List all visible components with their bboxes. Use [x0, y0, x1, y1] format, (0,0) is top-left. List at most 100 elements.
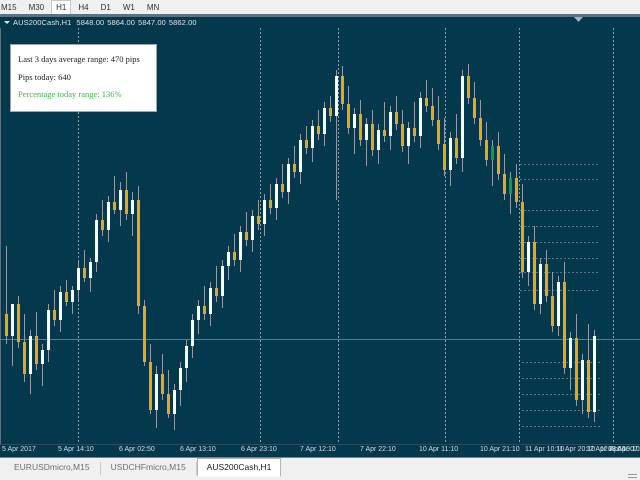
- time-axis-label: 11 Apr 10:10: [525, 446, 565, 453]
- candle-body: [143, 306, 146, 362]
- resize-grip-icon[interactable]: [628, 474, 638, 479]
- ohlc-high: 5864.00: [107, 18, 136, 27]
- candle-body: [287, 164, 290, 192]
- chart-tab-bar: EURUSDmicro,M15 USDCHFmicro,M15 AUS200Cash…: [0, 458, 640, 480]
- timeframe-button-w1[interactable]: W1: [122, 2, 135, 12]
- candle-body: [353, 114, 356, 128]
- chart-shift-marker[interactable]: [574, 17, 583, 22]
- candle-body: [161, 374, 164, 394]
- timeframe-button-d1[interactable]: D1: [100, 2, 111, 12]
- candle-body: [101, 220, 104, 230]
- vertical-gridline: [519, 28, 520, 444]
- candle-wick: [294, 146, 295, 178]
- candle-wick: [114, 176, 115, 214]
- candle-body: [497, 146, 500, 174]
- horizontal-gridline: [520, 210, 600, 211]
- time-axis-label: 5 Apr 14:10: [58, 446, 94, 453]
- candle-body: [233, 252, 236, 260]
- candle-body: [437, 120, 440, 144]
- chart-tab-usdchfmicro[interactable]: USDCHFmicro,M15: [110, 462, 186, 472]
- plot-left-border: [0, 28, 1, 444]
- candle-body: [113, 202, 116, 210]
- candle-body: [257, 216, 260, 224]
- candle-body: [527, 242, 530, 272]
- time-axis-label: 12 Apr 19:10: [600, 446, 640, 453]
- candle-body: [449, 138, 452, 170]
- candle-body: [167, 394, 170, 414]
- candle-body: [203, 306, 206, 314]
- candle-wick: [354, 108, 355, 154]
- candle-body: [23, 342, 26, 374]
- candle-wick: [282, 164, 283, 198]
- candle-body: [311, 126, 314, 148]
- candle-body: [41, 350, 44, 364]
- candle-body: [191, 320, 194, 346]
- candle-body: [83, 268, 86, 278]
- horizontal-gridline: [522, 426, 600, 427]
- horizontal-gridline: [520, 242, 600, 243]
- candle-body: [575, 338, 578, 400]
- candle-body: [95, 220, 98, 262]
- candle-body: [221, 266, 224, 296]
- candle-body: [563, 282, 566, 368]
- candle-wick: [204, 286, 205, 320]
- candle-body: [515, 178, 518, 202]
- candle-body: [539, 264, 542, 304]
- chart-area[interactable]: AUS200Cash,H1 5848.00 5864.00 5847.00 5862.0…: [0, 14, 640, 458]
- candle-body: [245, 232, 248, 240]
- chevron-down-icon[interactable]: [4, 21, 10, 25]
- candle-body: [461, 76, 464, 158]
- candle-body: [587, 360, 590, 412]
- vertical-gridline: [445, 28, 446, 444]
- candle-body: [377, 130, 380, 150]
- candle-wick: [258, 200, 259, 230]
- candle-body: [179, 368, 182, 390]
- candle-body: [305, 140, 308, 148]
- timeframe-button-mn[interactable]: MN: [146, 2, 160, 12]
- candle-body: [137, 200, 140, 306]
- candle-body: [551, 296, 554, 326]
- candle-wick: [384, 102, 385, 142]
- timeframe-button-h1[interactable]: H1: [51, 0, 72, 15]
- candle-body: [317, 126, 320, 134]
- timeframe-button-h4[interactable]: H4: [78, 2, 89, 12]
- candle-body: [47, 310, 50, 350]
- time-axis[interactable]: 5 Apr 2017 5 Apr 14:10 6 Apr 02:50 6 Apr 13…: [0, 444, 640, 458]
- candle-body: [503, 174, 506, 194]
- candle-wick: [6, 246, 7, 344]
- candle-body: [299, 140, 302, 172]
- timeframe-button-m30[interactable]: M30: [28, 2, 45, 12]
- time-axis-border: [0, 457, 640, 458]
- candle-body: [347, 104, 350, 128]
- candle-wick: [132, 192, 133, 236]
- candle-body: [509, 178, 512, 194]
- vertical-gridline: [78, 28, 79, 444]
- candle-body: [557, 282, 560, 326]
- candle-body: [413, 128, 416, 136]
- time-axis-label: 6 Apr 02:50: [119, 446, 155, 453]
- horizontal-gridline: [520, 272, 600, 273]
- candle-body: [11, 304, 14, 336]
- candle-wick: [216, 266, 217, 302]
- candle-wick: [336, 70, 337, 200]
- price-plot[interactable]: [0, 28, 640, 444]
- time-axis-label: 6 Apr 23:10: [241, 446, 277, 453]
- chart-tab-aus200cash[interactable]: AUS200Cash,H1: [196, 458, 282, 477]
- chart-title-bar-divider: [0, 14, 640, 17]
- candle-wick: [84, 250, 85, 282]
- vertical-gridline: [260, 28, 261, 444]
- time-axis-label: 7 Apr 12:10: [300, 446, 336, 453]
- candle-wick: [42, 344, 43, 386]
- candle-body: [275, 184, 278, 208]
- candle-wick: [318, 110, 319, 140]
- chart-tab-eurusdmicro[interactable]: EURUSDmicro,M15: [14, 462, 90, 472]
- timeframe-button-m15[interactable]: M15: [1, 2, 17, 12]
- candle-body: [545, 264, 548, 296]
- candle-body: [5, 314, 8, 336]
- avg-range-text: Last 3 days average range: 470 pips: [18, 54, 140, 64]
- candle-body: [533, 242, 536, 304]
- candle-body: [251, 216, 254, 240]
- tab-separator: [195, 462, 197, 475]
- tab-separator: [99, 462, 101, 475]
- time-axis-label: 13 Apr 07:50: [608, 446, 640, 453]
